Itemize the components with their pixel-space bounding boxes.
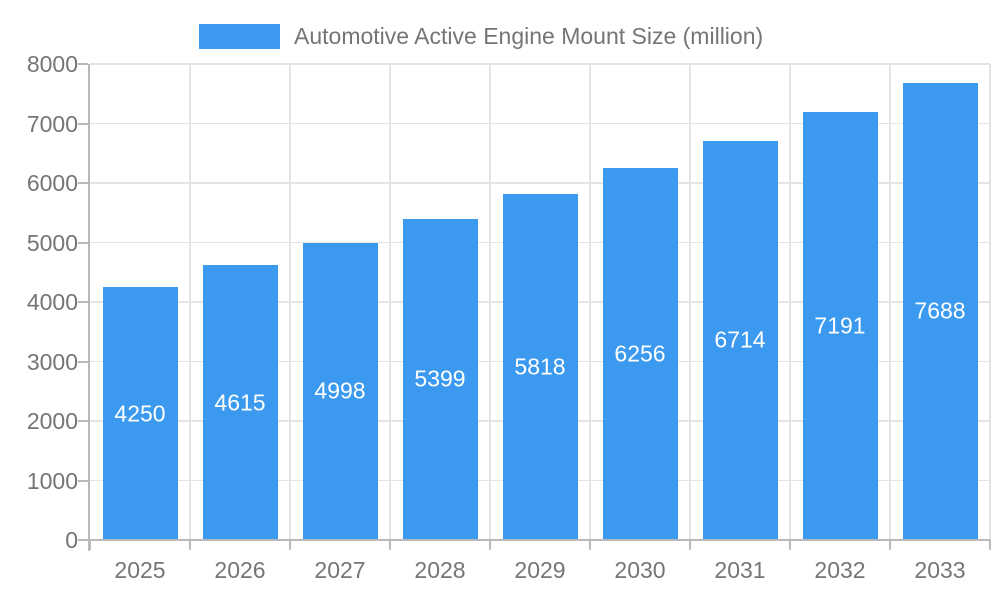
bar-value-label: 4250 xyxy=(114,400,166,427)
x-axis-tick xyxy=(689,540,691,550)
v-gridline xyxy=(889,64,891,540)
x-axis-tick xyxy=(189,540,191,550)
v-gridline xyxy=(589,64,591,540)
y-axis-tick xyxy=(78,182,88,184)
bar-value-label: 4615 xyxy=(214,389,266,416)
bar-2030: 6256 xyxy=(602,167,678,540)
bar-2033: 7688 xyxy=(902,82,978,540)
x-axis-tick-label: 2030 xyxy=(614,557,666,583)
bar-2025: 4250 xyxy=(102,287,178,540)
bar-2032: 7191 xyxy=(802,112,878,540)
y-axis-tick-label: 4000 xyxy=(26,289,78,315)
bar-2031: 6714 xyxy=(702,140,778,540)
y-axis-tick-label: 7000 xyxy=(26,110,78,137)
x-axis-tick-label: 2026 xyxy=(214,557,266,583)
x-axis-line xyxy=(88,539,990,541)
bar-2027: 4998 xyxy=(302,242,378,540)
bar-value-label: 5399 xyxy=(414,365,466,392)
y-axis-tick-label: 5000 xyxy=(26,229,78,256)
y-axis-tick xyxy=(78,241,88,244)
x-axis-tick xyxy=(89,540,91,550)
bar-value-label: 7688 xyxy=(914,297,966,324)
v-gridline xyxy=(989,64,991,540)
y-axis-tick xyxy=(78,360,88,363)
x-axis-tick-label: 2029 xyxy=(514,557,566,583)
y-axis-tick-label: 8000 xyxy=(26,51,78,77)
x-axis-tick-label: 2028 xyxy=(414,557,466,583)
legend-label[interactable]: Automotive Active Engine Mount Size (mil… xyxy=(294,23,764,49)
y-axis-tick xyxy=(78,420,88,422)
y-axis-tick xyxy=(78,479,88,482)
v-gridline xyxy=(689,64,691,540)
h-gridline xyxy=(90,63,990,65)
v-gridline xyxy=(789,64,791,540)
h-gridline xyxy=(90,122,990,125)
x-axis-tick-label: 2031 xyxy=(714,557,766,583)
bar-2026: 4615 xyxy=(202,265,278,540)
y-axis-tick xyxy=(78,63,88,65)
v-gridline xyxy=(189,64,191,540)
x-axis-tick xyxy=(889,540,891,550)
x-axis-tick-label: 2025 xyxy=(114,557,166,583)
bar-value-label: 7191 xyxy=(814,312,866,339)
bar-2029: 5818 xyxy=(502,193,578,540)
legend-swatch[interactable] xyxy=(199,24,280,49)
bar-value-label: 4998 xyxy=(314,377,366,404)
bar-value-label: 6714 xyxy=(714,326,766,353)
v-gridline xyxy=(289,64,291,540)
y-axis-tick-label: 2000 xyxy=(26,408,78,434)
x-axis-tick xyxy=(289,540,291,550)
x-axis-tick-label: 2027 xyxy=(314,557,366,583)
y-axis-line xyxy=(88,64,90,551)
y-axis-tick-label: 6000 xyxy=(26,170,78,196)
bar-2028: 5399 xyxy=(402,218,478,540)
v-gridline xyxy=(489,64,491,540)
x-axis-tick xyxy=(389,540,391,550)
x-axis-tick xyxy=(489,540,491,550)
legend[interactable]: Automotive Active Engine Mount Size (mil… xyxy=(199,23,763,50)
x-axis-tick xyxy=(589,540,591,550)
y-axis-tick xyxy=(78,539,88,541)
y-axis-tick-label: 3000 xyxy=(26,348,78,375)
y-axis-tick xyxy=(78,301,88,303)
x-axis-tick-label: 2032 xyxy=(814,557,866,583)
x-axis-tick xyxy=(789,540,791,550)
bar-value-label: 6256 xyxy=(614,340,666,367)
x-axis-tick xyxy=(989,540,991,550)
x-axis-tick-label: 2033 xyxy=(914,557,966,583)
bar-value-label: 5818 xyxy=(514,353,566,380)
v-gridline xyxy=(389,64,391,540)
y-axis-tick xyxy=(78,122,88,125)
h-gridline xyxy=(90,182,990,184)
y-axis-tick-label: 0 xyxy=(65,527,78,553)
y-axis-tick-label: 1000 xyxy=(26,467,78,494)
